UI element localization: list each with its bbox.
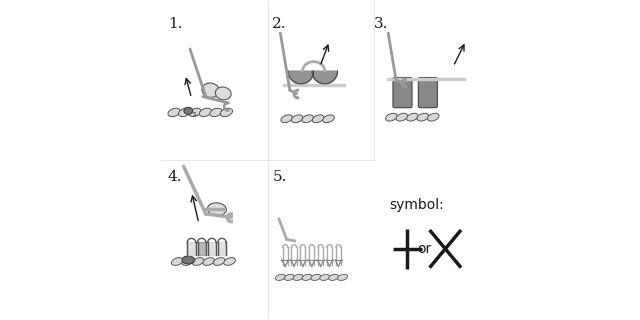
Ellipse shape xyxy=(202,83,220,97)
Ellipse shape xyxy=(284,274,294,280)
Text: symbol:: symbol: xyxy=(390,198,445,212)
Text: 4.: 4. xyxy=(168,170,182,183)
Ellipse shape xyxy=(213,258,225,265)
Ellipse shape xyxy=(275,274,285,280)
Ellipse shape xyxy=(406,113,418,121)
Text: 3.: 3. xyxy=(374,17,388,31)
Polygon shape xyxy=(312,71,337,84)
Ellipse shape xyxy=(207,203,227,216)
Ellipse shape xyxy=(220,108,232,116)
Ellipse shape xyxy=(428,113,439,121)
FancyBboxPatch shape xyxy=(393,77,412,108)
Ellipse shape xyxy=(311,274,321,280)
Ellipse shape xyxy=(193,258,204,265)
Ellipse shape xyxy=(210,108,222,116)
Ellipse shape xyxy=(302,274,312,280)
Ellipse shape xyxy=(189,108,201,116)
Text: 1.: 1. xyxy=(168,17,182,31)
Ellipse shape xyxy=(329,274,339,280)
Ellipse shape xyxy=(168,108,180,116)
Ellipse shape xyxy=(417,113,429,121)
Ellipse shape xyxy=(281,115,292,123)
Ellipse shape xyxy=(320,274,330,280)
Polygon shape xyxy=(288,71,314,84)
Ellipse shape xyxy=(291,115,303,123)
Ellipse shape xyxy=(184,107,193,114)
Ellipse shape xyxy=(182,258,193,265)
Ellipse shape xyxy=(293,274,303,280)
Ellipse shape xyxy=(396,113,408,121)
Ellipse shape xyxy=(203,258,214,265)
Ellipse shape xyxy=(312,115,324,123)
Ellipse shape xyxy=(172,258,183,265)
Ellipse shape xyxy=(179,108,191,116)
Text: or: or xyxy=(417,242,432,256)
Ellipse shape xyxy=(200,108,212,116)
Text: s: s xyxy=(193,111,196,117)
Ellipse shape xyxy=(224,258,236,265)
Text: 2.: 2. xyxy=(273,17,287,31)
FancyBboxPatch shape xyxy=(419,77,437,108)
Ellipse shape xyxy=(215,87,231,100)
Ellipse shape xyxy=(385,113,397,121)
Ellipse shape xyxy=(182,256,195,264)
Text: 5.: 5. xyxy=(273,170,287,183)
Ellipse shape xyxy=(302,115,314,123)
Ellipse shape xyxy=(337,274,348,280)
Ellipse shape xyxy=(323,115,334,123)
